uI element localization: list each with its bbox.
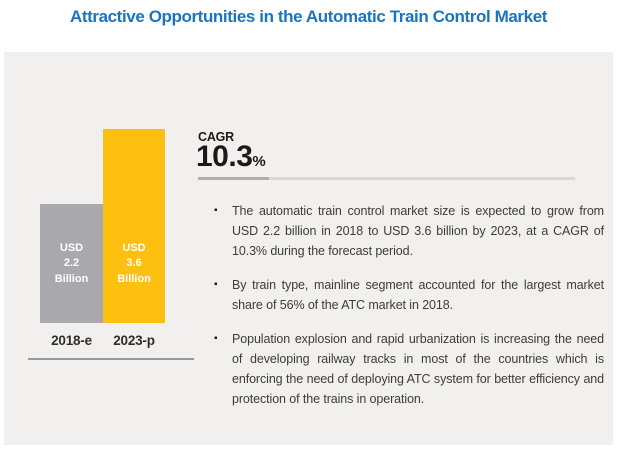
bullet-item: ▪ The automatic train control market size… — [212, 201, 604, 261]
bar-chart: USD 2.2 Billion USD 3.6 Billion — [40, 129, 165, 323]
cagr-number: 10.3 — [196, 140, 253, 173]
cagr-underline — [198, 177, 575, 180]
bullet-marker-icon: ▪ — [214, 333, 218, 344]
cagr-value: 10.3% — [196, 140, 266, 174]
cagr-label: CAGR — [198, 130, 235, 144]
cagr-percent-sign: % — [252, 153, 266, 170]
chart-axis-line — [28, 358, 194, 360]
bullet-marker-icon: ▪ — [214, 205, 218, 216]
bullet-text: By train type, mainline segment accounte… — [232, 278, 604, 312]
bar-2018-e: USD 2.2 Billion — [40, 204, 103, 323]
bar-value-label: USD 3.6 Billion — [117, 241, 151, 285]
page-title: Attractive Opportunities in the Automati… — [69, 7, 548, 26]
axis-label-2018-e: 2018-e — [51, 333, 92, 348]
bullet-text: Population explosion and rapid urbanizat… — [232, 332, 604, 406]
bar-2023-p: USD 3.6 Billion — [103, 129, 165, 323]
bullet-item: ▪ Population explosion and rapid urbaniza… — [212, 329, 604, 409]
bullet-marker-icon: ▪ — [214, 279, 218, 290]
axis-label-2023-p: 2023-p — [113, 333, 155, 348]
bar-value-label: USD 2.2 Billion — [54, 241, 89, 285]
bullet-list: ▪ The automatic train control market size… — [212, 201, 604, 423]
chart-axis-labels: 2018-e 2023-p — [40, 333, 165, 348]
cagr-underline-accent — [198, 177, 269, 180]
bullet-item: ▪ By train type, mainline segment account… — [212, 275, 604, 315]
bullet-text: The automatic train control market size … — [232, 204, 604, 258]
content-panel: USD 2.2 Billion USD 3.6 Billion 2018-e 2023-p … — [4, 52, 613, 445]
